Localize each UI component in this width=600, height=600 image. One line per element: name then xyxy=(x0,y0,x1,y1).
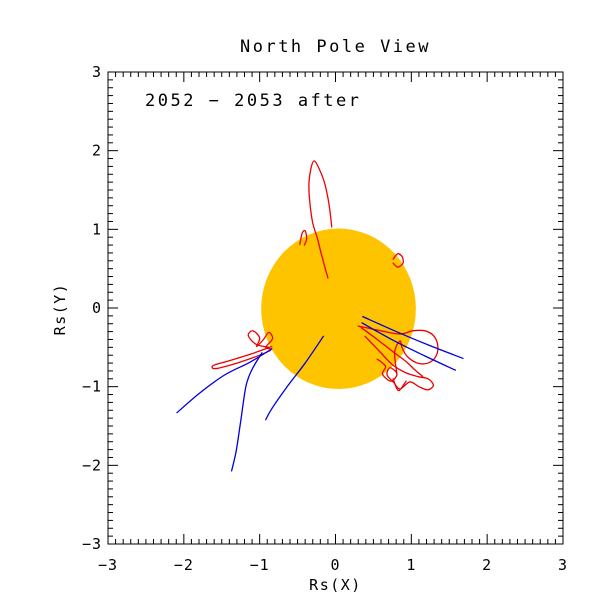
y-tick-label: −2 xyxy=(82,456,102,474)
field-line-red-north-polar-loop xyxy=(308,160,333,279)
y-tick-label: 3 xyxy=(92,63,102,81)
y-tick-label: 0 xyxy=(92,299,102,317)
y-tick-label: −3 xyxy=(82,535,102,553)
date-range-annotation: 2052 − 2053 after xyxy=(145,91,362,111)
y-tick-label: 2 xyxy=(92,142,102,160)
x-tick-label: 2 xyxy=(482,556,492,574)
field-line-red-southeast-streamer xyxy=(360,327,424,378)
x-tick-label: 1 xyxy=(406,556,416,574)
field-line-blue-southeast-open-2 xyxy=(361,322,456,371)
field-line-red-southwest-limb-petals xyxy=(247,330,274,350)
x-tick-label: −3 xyxy=(98,556,118,574)
x-tick-label: −1 xyxy=(250,556,270,574)
x-axis-title: Rs(X) xyxy=(309,576,362,594)
field-line-blue-southwest-open-3 xyxy=(230,352,263,472)
y-tick-label: 1 xyxy=(92,220,102,238)
field-line-red-northwest-limb-hook xyxy=(299,229,308,246)
field-line-red-southeast-v-kink xyxy=(392,378,407,392)
y-tick-label: −1 xyxy=(82,378,102,396)
field-line-red-southeast-circle-loop xyxy=(357,325,439,375)
field-line-red-southwest-narrow-loop xyxy=(211,345,273,370)
field-line-blue-southwest-open-1 xyxy=(265,335,325,421)
field-line-blue-southwest-open-2 xyxy=(176,348,273,414)
field-line-red-southeast-tangle xyxy=(364,335,434,391)
field-line-blue-southeast-open-1 xyxy=(362,316,464,359)
x-tick-label: 3 xyxy=(558,556,568,574)
x-tick-label: 0 xyxy=(330,556,340,574)
y-axis-title: Rs(Y) xyxy=(51,282,69,336)
x-tick-label: −2 xyxy=(174,556,194,574)
chart-title: North Pole View xyxy=(239,37,432,57)
field-line-red-east-limb-loop xyxy=(392,253,404,268)
